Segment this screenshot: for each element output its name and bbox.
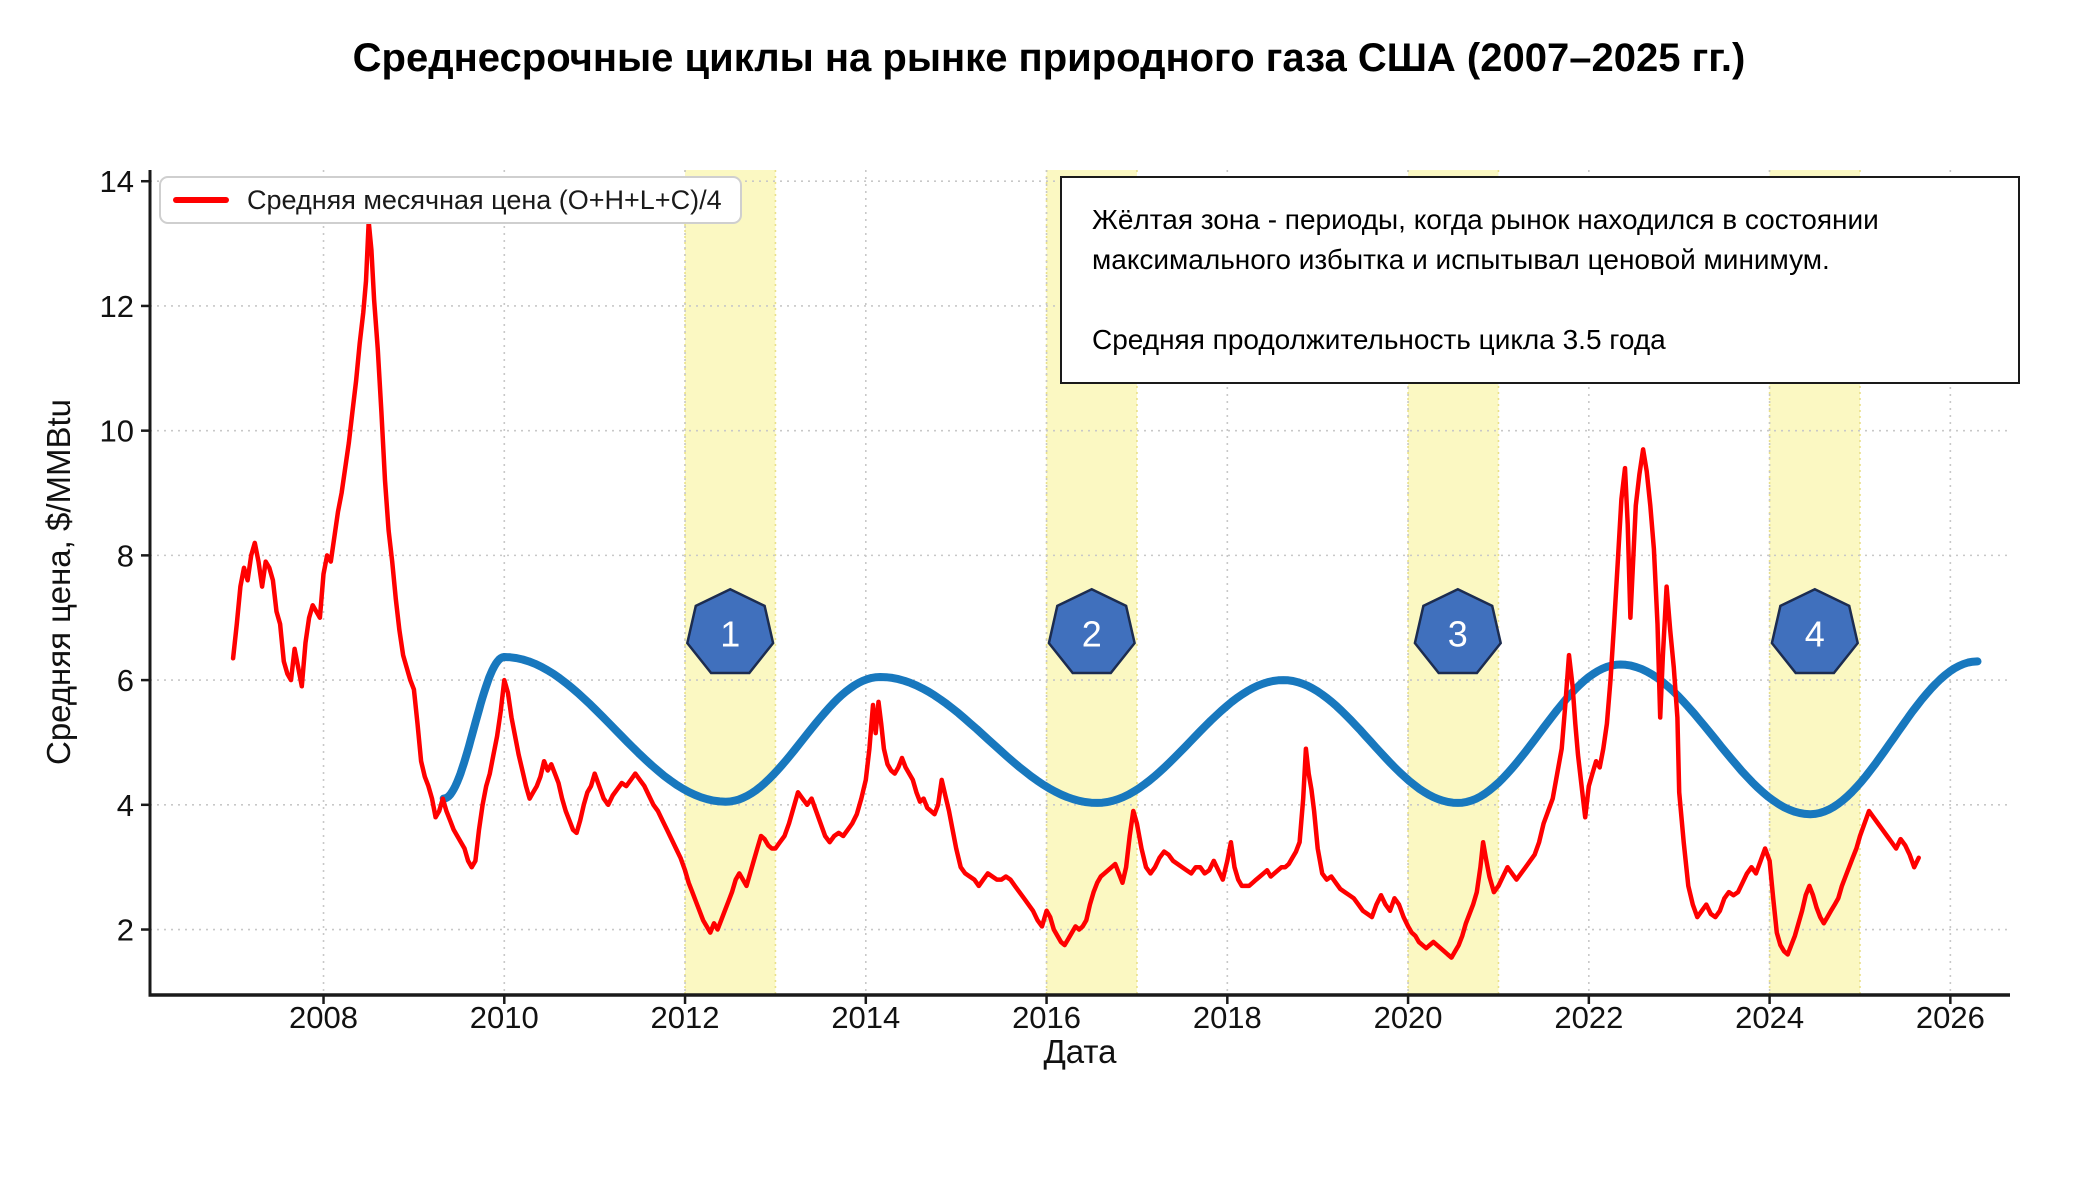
x-tick-label: 2018: [1193, 1000, 1262, 1035]
x-axis-label: Дата: [1043, 1033, 1117, 1070]
price-line-legend-label: Средняя месячная цена (O+H+L+C)/4: [247, 184, 722, 215]
cycle-line-path: [439, 653, 1982, 819]
y-tick-label: 4: [117, 788, 134, 823]
chart-title: Среднесрочные циклы на рынке природного …: [352, 36, 1746, 80]
annotation-box: Жёлтая зона - периоды, когда рынок наход…: [1060, 176, 2020, 384]
y-tick-label: 10: [100, 414, 134, 449]
cycle-curve: [439, 653, 1982, 819]
cycle-markers: 1 2 3 4: [685, 587, 1860, 675]
cycle-marker-number: 4: [1805, 613, 1825, 654]
x-tick-label: 2016: [1012, 1000, 1081, 1035]
price-line: [230, 219, 1921, 960]
y-tick-label: 2: [117, 913, 134, 948]
x-tick-label: 2012: [651, 1000, 720, 1035]
y-tick-label: 12: [100, 289, 134, 324]
x-tick-label: 2014: [831, 1000, 900, 1035]
cycle-marker-heptagon: [1770, 587, 1860, 675]
x-tick-label: 2020: [1374, 1000, 1443, 1035]
cycle-marker-number: 2: [1082, 613, 1102, 654]
cycle-marker-heptagon: [1047, 587, 1136, 675]
cycle-marker-heptagon: [1413, 587, 1503, 675]
cycle-marker-number: 3: [1448, 613, 1468, 654]
cycle-marker-number: 1: [720, 613, 740, 654]
y-tick-label: 14: [100, 164, 134, 199]
annotation-text-zones: Жёлтая зона - периоды, когда рынок наход…: [1092, 204, 1879, 275]
y-axis-label: Средняя цена, $/MMBtu: [40, 399, 77, 765]
legend: Средняя месячная цена (O+H+L+C)/4: [159, 176, 742, 224]
x-tick-label: 2008: [289, 1000, 358, 1035]
x-tick-label: 2026: [1916, 1000, 1985, 1035]
cycle-marker-heptagon: [685, 587, 775, 675]
price-line-legend-swatch: [173, 197, 229, 203]
annotation-text-cycle-length: Средняя продолжительность цикла 3.5 года: [1092, 324, 1666, 355]
tick-labels: 2008 2010 2012 2014 2016 2018 2020 2022 2024 2026…: [100, 164, 1985, 1035]
x-tick-label: 2010: [470, 1000, 539, 1035]
x-tick-label: 2024: [1735, 1000, 1804, 1035]
highlight-zone: [685, 170, 776, 995]
price-line-path: [230, 219, 1921, 960]
y-tick-label: 6: [117, 663, 134, 698]
y-tick-label: 8: [117, 538, 134, 573]
tick-marks: [141, 179, 1952, 1004]
x-tick-label: 2022: [1554, 1000, 1623, 1035]
axes-spines: [148, 170, 2010, 997]
